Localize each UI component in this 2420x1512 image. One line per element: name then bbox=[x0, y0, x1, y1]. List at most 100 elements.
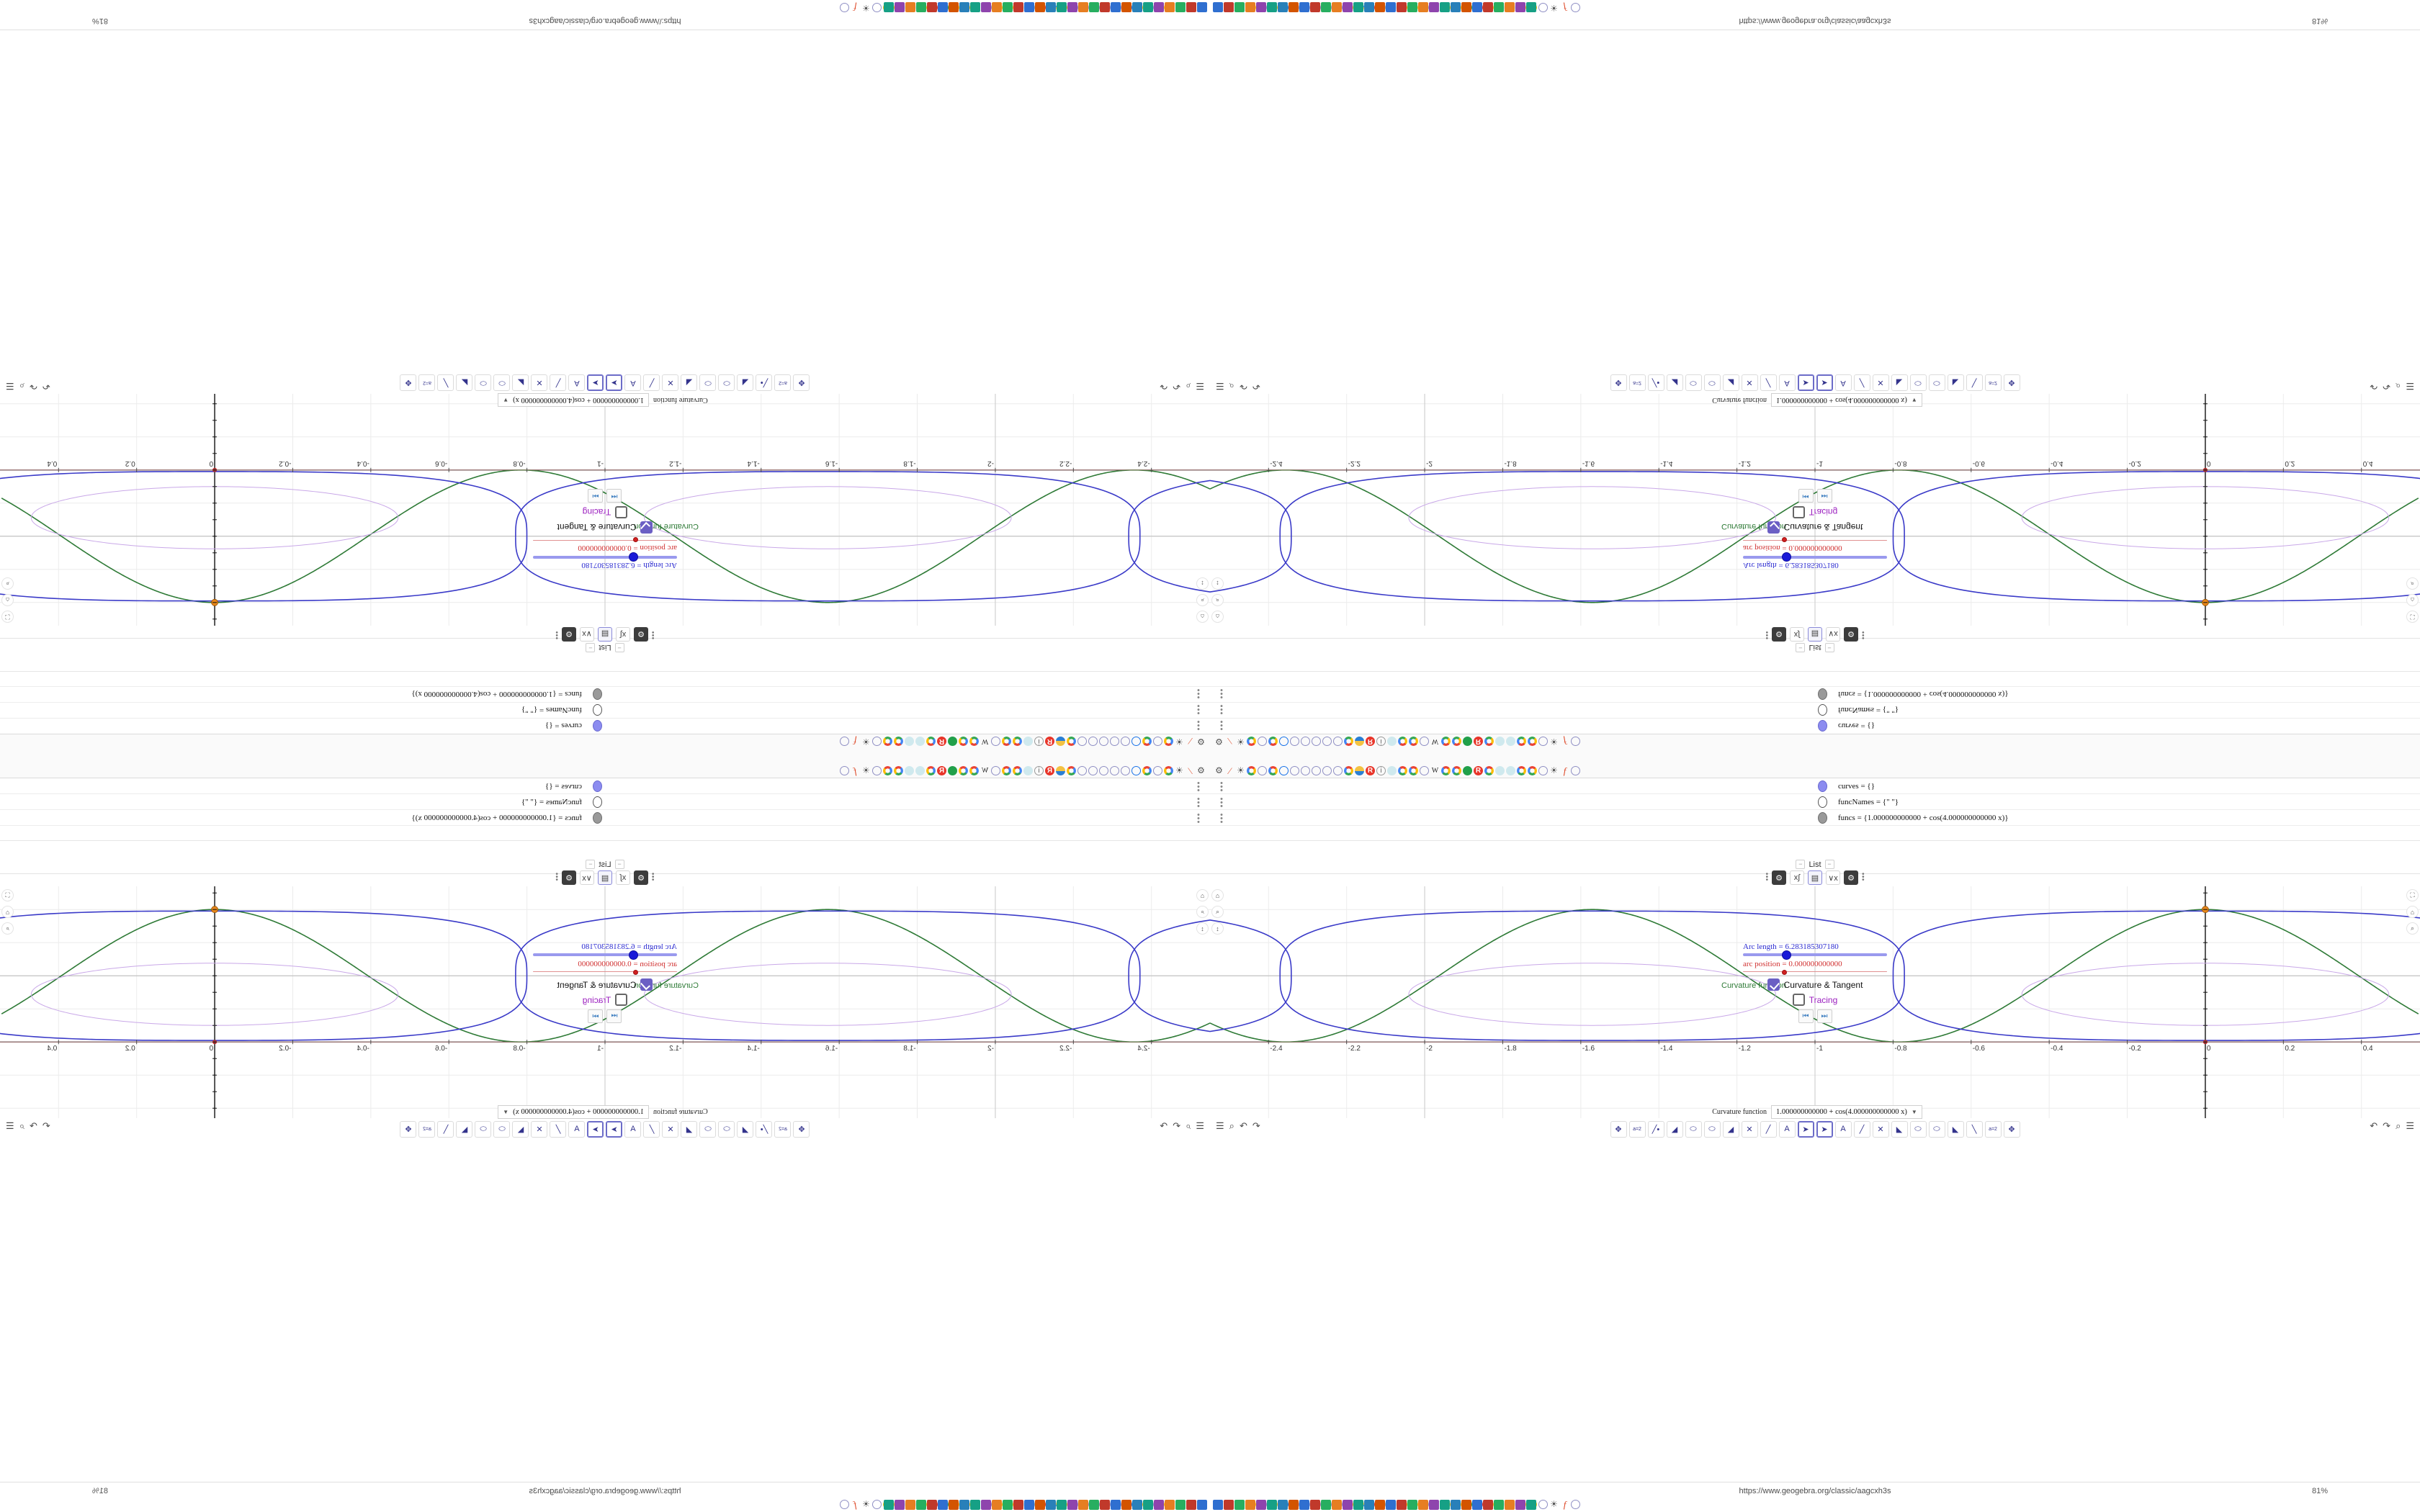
taskbar[interactable] bbox=[0, 1498, 1210, 1512]
function-dropdown[interactable]: 1.000000000000 + cos(4.000000000000 x) ▼ bbox=[1771, 393, 1922, 408]
polygon-tool[interactable]: ◢ bbox=[681, 1120, 698, 1138]
menu-hamburger-icon[interactable]: ☰ bbox=[1196, 381, 1204, 392]
main-toolbar[interactable]: ☰ ⌕ ↶ ↷ ✥ a=2 ╱• ◢ ⬭ ⬭ ◢ ✕ ╱ A ➤ ➤ A ╱ ✕ ◣ ⬭ ⬭ ◣ ╲ a=2 ✥ ↶ ↷ ⌕ ☰ bbox=[0, 1120, 1210, 1138]
menu-hamburger-icon-right[interactable]: ☰ bbox=[6, 381, 14, 392]
zoom-out-icon[interactable]: ⌕ bbox=[1196, 906, 1209, 918]
circle-tool[interactable]: ⬭ bbox=[493, 1120, 511, 1138]
ellipse-tool[interactable]: ⬭ bbox=[1703, 374, 1721, 392]
wikipedia-bookmark[interactable]: W bbox=[981, 737, 989, 746]
ellipse-tool[interactable]: ⬭ bbox=[699, 374, 717, 392]
taskbar-item[interactable] bbox=[1175, 2, 1186, 12]
taskbar-item[interactable] bbox=[1353, 1500, 1363, 1510]
main-toolbar[interactable]: ☰ ⌕ ↶ ↷ ✥ a=2 ╱• ◢ ⬭ ⬭ ◢ ✕ ╱ A ➤ ➤ A ╱ ✕ ◣ ⬭ ⬭ ◣ ╲ a=2 ✥ ↶ ↷ ⌕ ☰ bbox=[1210, 1120, 2420, 1138]
yandex-bookmark[interactable]: R bbox=[1366, 765, 1375, 775]
generic-bookmark-4[interactable] bbox=[1312, 765, 1321, 775]
arc-length-slider-group[interactable]: Arc length = 6.283185307180 bbox=[533, 552, 677, 570]
taskbar-item[interactable] bbox=[1440, 2, 1450, 12]
taskbar-item[interactable] bbox=[1013, 1500, 1023, 1510]
taskbar-item[interactable] bbox=[1111, 1500, 1121, 1510]
taskbar-item[interactable] bbox=[916, 1500, 926, 1510]
graphics-right-buttons[interactable]: ⛶ ⌂ ⌕ bbox=[1, 889, 14, 935]
generic-bookmark-4[interactable] bbox=[1312, 737, 1321, 747]
taskbar-item[interactable] bbox=[1057, 2, 1067, 12]
taskbar-item[interactable] bbox=[1364, 1500, 1374, 1510]
taskbar-item[interactable] bbox=[1386, 1500, 1396, 1510]
taskbar-item[interactable] bbox=[1407, 1500, 1417, 1510]
visibility-toggle[interactable] bbox=[1818, 796, 1827, 808]
algebra-style-icon[interactable]: ▤ bbox=[1808, 870, 1822, 885]
slider-tool[interactable]: a=2 bbox=[1628, 374, 1646, 392]
graphics-settings-icon[interactable]: ⚙ bbox=[562, 627, 576, 642]
row-kebab-icon[interactable]: • • • bbox=[1197, 685, 1200, 701]
taskbar-item[interactable] bbox=[1132, 1500, 1142, 1510]
taskbar-item[interactable] bbox=[1267, 1500, 1277, 1510]
image-bookmark[interactable] bbox=[1056, 737, 1065, 747]
taskbar-item[interactable] bbox=[1321, 2, 1331, 12]
yandex-bookmark[interactable]: R bbox=[1366, 737, 1375, 747]
text-tool[interactable]: A bbox=[624, 374, 642, 392]
graphics-settings-icon[interactable]: ⚙ bbox=[1844, 870, 1858, 885]
google-bookmark-9[interactable] bbox=[894, 737, 903, 747]
fontawesome-bookmark[interactable]: f bbox=[1563, 765, 1567, 776]
conic-tool[interactable]: ⬭ bbox=[1685, 374, 1702, 392]
tracing-checkbox[interactable] bbox=[615, 994, 628, 1006]
row-kebab-icon[interactable]: • • • bbox=[1220, 717, 1223, 733]
redo-icon[interactable]: ↷ bbox=[1160, 1120, 1168, 1131]
collapse-box-left[interactable]: − bbox=[1796, 860, 1806, 869]
green-bookmark[interactable] bbox=[1463, 737, 1472, 747]
pointer-tool[interactable]: ➤ bbox=[1816, 374, 1833, 392]
move-graphics-tool[interactable]: ✥ bbox=[400, 374, 417, 392]
taskbar-item[interactable] bbox=[1429, 1500, 1439, 1510]
azure-bookmark-3[interactable] bbox=[905, 737, 914, 747]
derivative-icon[interactable]: ∨x bbox=[1826, 627, 1840, 642]
line-tool[interactable]: ╱ bbox=[1853, 1120, 1870, 1138]
derivative-icon[interactable]: ∨x bbox=[580, 627, 594, 642]
kebab-menu-icon[interactable]: • • • bbox=[1765, 870, 1768, 884]
redo-icon-right[interactable]: ↷ bbox=[29, 381, 37, 392]
angle-tool[interactable]: ◢ bbox=[1666, 1120, 1683, 1138]
ray-tool[interactable]: ╲ bbox=[1966, 374, 1983, 392]
select-arrow-tool[interactable]: ➤ bbox=[606, 374, 623, 392]
move-graphics-tool[interactable]: ✥ bbox=[2003, 374, 2020, 392]
taskbar-item[interactable] bbox=[1494, 2, 1504, 12]
taskbar-item[interactable] bbox=[1386, 2, 1396, 12]
curvature-tangent-row[interactable]: Curvature & Tangent bbox=[557, 521, 653, 534]
google-bookmark[interactable] bbox=[1164, 765, 1173, 775]
taskbar-item[interactable] bbox=[1003, 1500, 1013, 1510]
graph-canvas[interactable]: -2.4 -2.2 -2 -1.8 -1.6 -1.4 -1.2 -1 -0.8 -0.6 -0.4… bbox=[0, 886, 1210, 1118]
taskbar-item[interactable] bbox=[1375, 2, 1385, 12]
google-bookmark-4[interactable] bbox=[1398, 737, 1407, 747]
main-toolbar[interactable]: ☰ ⌕ ↶ ↷ ✥ a=2 ╱• ◢ ⬭ ⬭ ◢ ✕ ╱ A ➤ ➤ A ╱ ✕ ◣ ⬭ ⬭ ◣ ╲ a=2 ✥ ↶ ↷ ⌕ ☰ bbox=[1210, 374, 2420, 392]
redo-icon[interactable]: ↷ bbox=[1252, 1120, 1260, 1131]
taskbar-item[interactable] bbox=[1245, 2, 1255, 12]
taskbar-item[interactable] bbox=[1078, 1500, 1088, 1510]
google-bookmark-2[interactable] bbox=[1268, 765, 1278, 775]
taskbar-item[interactable] bbox=[1397, 2, 1407, 12]
conic-tool[interactable]: ⬭ bbox=[718, 1120, 735, 1138]
text-tool[interactable]: A bbox=[1778, 374, 1796, 392]
generic-bookmark-7[interactable] bbox=[1420, 737, 1429, 747]
blue-bookmark[interactable] bbox=[1279, 765, 1289, 775]
taskbar-item[interactable] bbox=[1234, 2, 1245, 12]
taskbar-item[interactable] bbox=[1451, 2, 1461, 12]
taskbar-item[interactable] bbox=[1234, 1500, 1245, 1510]
blue-bookmark[interactable] bbox=[1131, 765, 1141, 775]
taskbar-item[interactable] bbox=[1067, 2, 1077, 12]
google-bookmark-7[interactable] bbox=[1452, 765, 1461, 775]
taskbar-item[interactable] bbox=[1461, 2, 1471, 12]
angle-tool-2[interactable]: ◣ bbox=[1947, 374, 1964, 392]
azure-bookmark[interactable] bbox=[1387, 765, 1397, 775]
tracing-checkbox[interactable] bbox=[1792, 506, 1805, 518]
generic-bookmark-8[interactable] bbox=[1538, 765, 1548, 775]
polygon-tool[interactable]: ◢ bbox=[1722, 374, 1739, 392]
text-tool-2[interactable]: A bbox=[1834, 1120, 1852, 1138]
taskbar-item[interactable] bbox=[1397, 1500, 1407, 1510]
main-toolbar[interactable]: ☰ ⌕ ↶ ↷ ✥ a=2 ╱• ◢ ⬭ ⬭ ◢ ✕ ╱ A ➤ ➤ A ╱ ✕ ◣ ⬭ ⬭ ◣ ╲ a=2 ✥ ↶ ↷ ⌕ ☰ bbox=[0, 374, 1210, 392]
text-tool[interactable]: A bbox=[1778, 1120, 1796, 1138]
fontawesome-bookmark[interactable]: f bbox=[853, 765, 857, 776]
azure-bookmark[interactable] bbox=[1387, 737, 1397, 747]
collapse-box-right[interactable]: − bbox=[586, 643, 596, 652]
angle-tool[interactable]: ◢ bbox=[737, 374, 754, 392]
